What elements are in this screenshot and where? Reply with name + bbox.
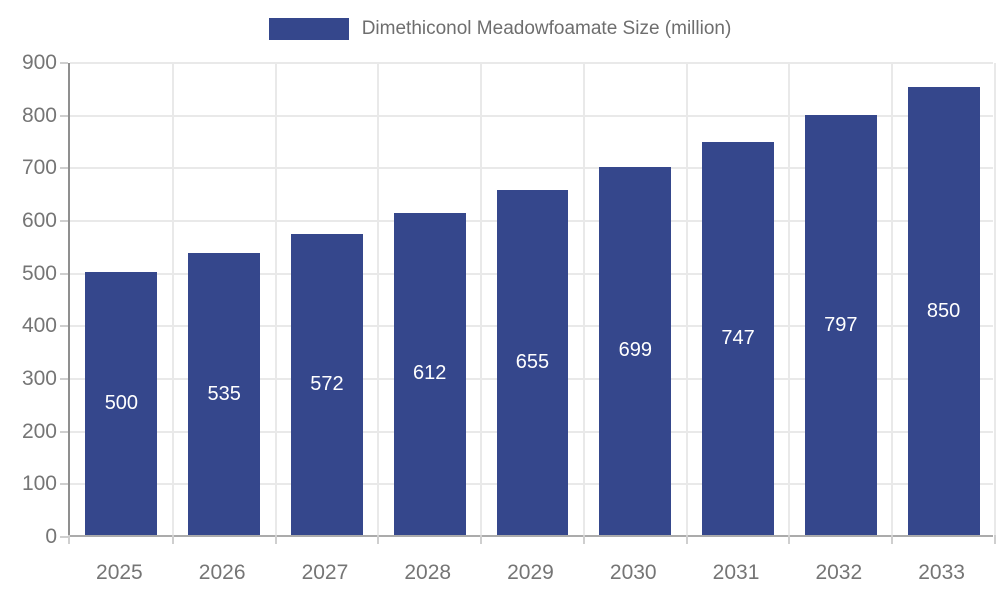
bar: 572: [290, 233, 363, 535]
bar: 535: [188, 253, 261, 535]
x-tick-label: 2032: [815, 561, 863, 584]
gridline-v: [685, 63, 688, 535]
bar: 699: [599, 166, 672, 535]
x-tick-label: 2031: [712, 561, 760, 584]
y-tick: [60, 220, 68, 222]
x-tick-label: 2026: [198, 561, 246, 584]
plot-area: 500 535 572 612 655 699 747 797 850: [60, 62, 996, 544]
y-tick-label: 500: [21, 261, 57, 285]
x-tick: [685, 535, 688, 544]
y-tick: [60, 430, 68, 433]
y-tick: [60, 325, 68, 328]
x-tick-label: 2028: [404, 561, 452, 584]
bar: 612: [393, 212, 466, 535]
bar: 747: [702, 141, 775, 535]
x-tick-label: 2025: [96, 561, 143, 584]
bar: 655: [496, 190, 569, 535]
y-tick-label: 300: [21, 367, 57, 390]
gridline-v: [994, 63, 996, 535]
x-tick-label: 2033: [918, 561, 965, 584]
legend: Dimethiconol Meadowfoamate Size (million…: [0, 18, 1000, 40]
y-tick: [60, 536, 68, 538]
y-tick-label: 100: [21, 472, 57, 496]
x-tick: [171, 535, 174, 544]
y-tick-label: 0: [45, 525, 57, 548]
gridline-h: [70, 167, 993, 170]
bar-value-label: 500: [104, 391, 139, 414]
x-tick-label: 2029: [507, 561, 554, 584]
gridline-h: [70, 114, 993, 117]
gridline-v: [274, 63, 277, 535]
gridline-v: [891, 63, 894, 535]
gridline-h: [70, 62, 993, 64]
bar-value-label: 655: [515, 351, 550, 374]
gridline-v: [582, 63, 585, 535]
y-tick: [60, 378, 68, 380]
bar-value-label: 850: [926, 299, 961, 322]
y-tick-label: 800: [21, 103, 57, 127]
x-tick-label: 2030: [609, 561, 657, 584]
x-tick: [68, 535, 70, 544]
y-tick-label: 600: [21, 209, 57, 232]
gridline-v: [171, 63, 174, 535]
legend-swatch: [268, 18, 349, 40]
bar: 850: [907, 87, 980, 535]
bar-value-label: 699: [618, 339, 652, 362]
x-tick: [994, 535, 996, 544]
y-tick: [60, 483, 68, 486]
legend-label: Dimethiconol Meadowfoamate Size (million…: [361, 18, 732, 39]
gridline-v: [377, 63, 380, 535]
y-tick-label: 400: [21, 314, 57, 338]
bar-value-label: 747: [721, 326, 755, 349]
x-tick: [788, 535, 791, 544]
bar: 797: [804, 115, 877, 535]
bar-value-label: 572: [310, 372, 344, 395]
x-tick: [582, 535, 585, 544]
y-tick-label: 200: [21, 419, 57, 443]
bar-value-label: 535: [207, 382, 241, 405]
x-tick: [891, 535, 894, 544]
gridline-v: [788, 63, 791, 535]
x-tick: [274, 535, 277, 544]
bar: 500: [85, 271, 158, 535]
bar-value-label: 612: [413, 362, 447, 385]
gridline-v: [480, 63, 483, 535]
y-tick-label: 700: [21, 156, 57, 180]
y-tick-label: 900: [21, 51, 57, 74]
y-tick: [60, 114, 68, 117]
x-tick-label: 2027: [301, 561, 349, 584]
x-tick: [377, 535, 380, 544]
bar-value-label: 797: [824, 313, 858, 336]
y-axis-labels: 0 100 200 300 400 500 600 700 800 900: [0, 0, 57, 600]
x-tick: [480, 535, 483, 544]
y-tick: [60, 167, 68, 170]
y-tick: [60, 272, 68, 275]
y-tick: [60, 62, 68, 64]
